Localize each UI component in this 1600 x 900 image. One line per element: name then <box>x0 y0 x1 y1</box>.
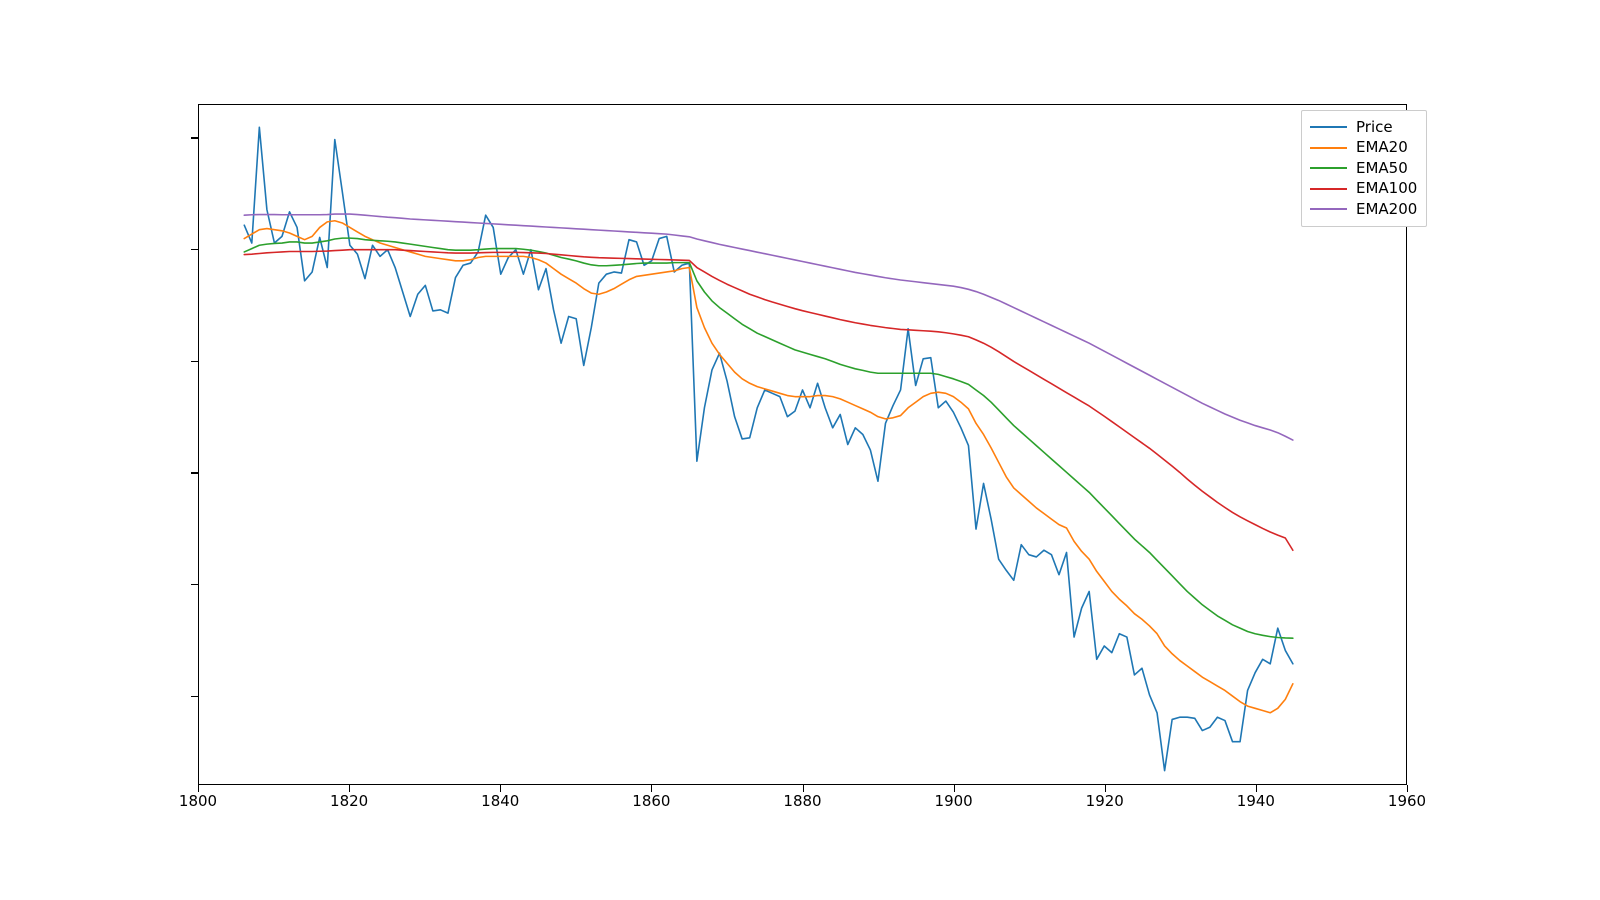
legend-entry-price[interactable]: Price <box>1310 117 1417 138</box>
chart-legend: Price EMA20 EMA50 EMA100 EMA200 <box>1301 110 1428 227</box>
x-axis-tick-label: 1820 <box>330 792 369 810</box>
series-line-ema20 <box>243 219 1294 714</box>
legend-entry-ema50[interactable]: EMA50 <box>1310 158 1417 179</box>
x-axis-tick-label: 1880 <box>783 792 822 810</box>
x-axis-tick-label: 1940 <box>1236 792 1275 810</box>
y-axis-tick-mark <box>191 695 198 697</box>
x-axis-tick-mark <box>198 785 200 792</box>
x-axis-tick-label-layer: 1800 1820 1840 1860 1880 1900 1920 1940 1960 <box>0 792 1600 822</box>
legend-label: EMA100 <box>1356 179 1418 198</box>
plot-axes <box>198 104 1407 785</box>
x-axis-tick-mark <box>1255 785 1257 792</box>
y-axis-tick-mark <box>191 584 198 586</box>
y-axis-tick-label-layer: 350040004500500055006000 <box>0 0 188 900</box>
y-axis-tick-mark <box>191 249 198 251</box>
x-axis-tick-label: 1900 <box>934 792 973 810</box>
x-axis-tick-mark <box>651 785 653 792</box>
legend-color-swatch <box>1310 187 1347 190</box>
legend-color-swatch <box>1310 126 1347 129</box>
legend-entry-ema100[interactable]: EMA100 <box>1310 179 1417 200</box>
x-axis-tick-label: 1920 <box>1085 792 1124 810</box>
legend-entry-ema20[interactable]: EMA20 <box>1310 138 1417 159</box>
x-axis-tick-mark <box>349 785 351 792</box>
series-line-price <box>243 126 1294 772</box>
x-axis-tick-label: 1960 <box>1387 792 1427 810</box>
x-axis-tick-mark <box>1407 785 1409 792</box>
legend-color-swatch <box>1310 167 1347 170</box>
x-axis-tick-mark <box>1104 785 1106 792</box>
legend-color-swatch <box>1310 146 1347 149</box>
x-axis-tick-label: 1800 <box>178 792 218 810</box>
y-axis-tick-mark <box>191 137 198 139</box>
series-line-ema50 <box>243 237 1294 639</box>
x-axis-tick-mark <box>802 785 804 792</box>
x-axis-tick-mark <box>500 785 502 792</box>
series-line-ema200 <box>243 213 1294 441</box>
x-axis-tick-label: 1840 <box>481 792 520 810</box>
y-axis-tick-mark <box>191 472 198 474</box>
legend-entry-ema200[interactable]: EMA200 <box>1310 199 1417 220</box>
legend-label: EMA200 <box>1356 199 1418 218</box>
plot-lines <box>243 126 1294 772</box>
legend-color-swatch <box>1310 208 1347 211</box>
series-line-ema100 <box>243 248 1294 552</box>
x-axis-tick-label: 1860 <box>632 792 671 810</box>
y-axis-tick-mark <box>191 360 198 362</box>
legend-label: Price <box>1356 117 1393 136</box>
legend-label: EMA50 <box>1356 158 1408 177</box>
x-axis-tick-mark <box>953 785 955 792</box>
legend-label: EMA20 <box>1356 138 1408 157</box>
